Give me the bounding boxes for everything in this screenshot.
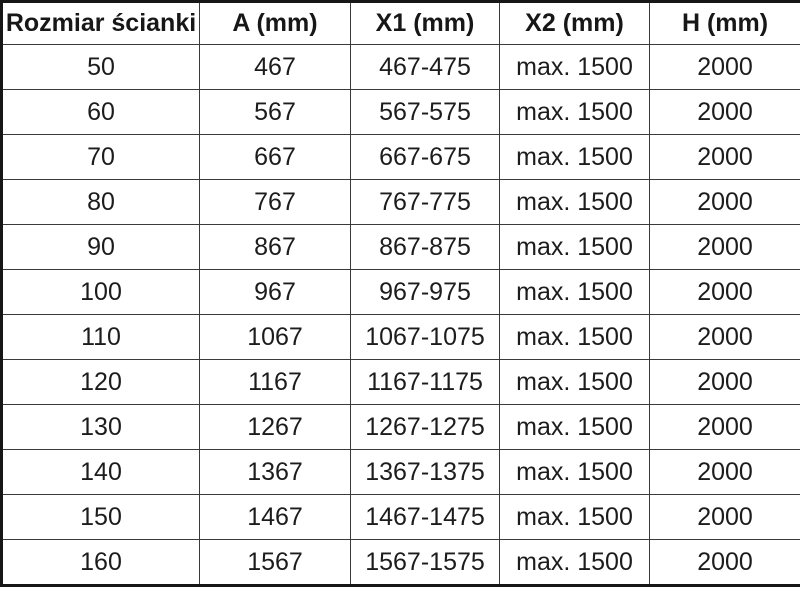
table-cell: max. 1500 bbox=[499, 269, 650, 315]
table-cell: 967-975 bbox=[350, 269, 500, 315]
table-cell: 80 bbox=[1, 179, 200, 225]
table-row: 150 1467 1467-1475 max. 1500 2000 bbox=[1, 494, 800, 540]
header-row: Rozmiar ścianki A (mm) X1 (mm) X2 (mm) H (mm… bbox=[1, 1, 800, 45]
table-body: 50 467 467-475 max. 1500 2000 60 567 567-575 max… bbox=[1, 44, 800, 586]
table-cell: 120 bbox=[1, 359, 200, 405]
table-cell: 2000 bbox=[649, 494, 800, 540]
table-cell: 100 bbox=[1, 269, 200, 315]
table-row: 130 1267 1267-1275 max. 1500 2000 bbox=[1, 404, 800, 450]
size-spec-table: Rozmiar ścianki A (mm) X1 (mm) X2 (mm) H (mm… bbox=[0, 0, 800, 587]
table-row: 80 767 767-775 max. 1500 2000 bbox=[1, 179, 800, 225]
table-cell: 1567 bbox=[199, 539, 351, 586]
table-cell: max. 1500 bbox=[499, 224, 650, 270]
table-cell: 1167-1175 bbox=[350, 359, 500, 405]
table-row: 140 1367 1367-1375 max. 1500 2000 bbox=[1, 449, 800, 495]
table-row: 90 867 867-875 max. 1500 2000 bbox=[1, 224, 800, 270]
table-cell: 467 bbox=[199, 44, 351, 90]
table-cell: max. 1500 bbox=[499, 134, 650, 180]
table-row: 60 567 567-575 max. 1500 2000 bbox=[1, 89, 800, 135]
table-cell: 2000 bbox=[649, 314, 800, 360]
table-cell: 1067 bbox=[199, 314, 351, 360]
table-cell: 1467-1475 bbox=[350, 494, 500, 540]
table-cell: max. 1500 bbox=[499, 539, 650, 586]
table-cell: 1367 bbox=[199, 449, 351, 495]
table-cell: max. 1500 bbox=[499, 314, 650, 360]
table-cell: 667-675 bbox=[350, 134, 500, 180]
table-cell: 1067-1075 bbox=[350, 314, 500, 360]
table-row: 50 467 467-475 max. 1500 2000 bbox=[1, 44, 800, 90]
table-cell: 2000 bbox=[649, 404, 800, 450]
table-cell: 50 bbox=[1, 44, 200, 90]
table-cell: 867 bbox=[199, 224, 351, 270]
header-cell-3: X2 (mm) bbox=[499, 1, 650, 45]
table-cell: 70 bbox=[1, 134, 200, 180]
table-cell: max. 1500 bbox=[499, 179, 650, 225]
table-cell: 1267 bbox=[199, 404, 351, 450]
table-header: Rozmiar ścianki A (mm) X1 (mm) X2 (mm) H (mm… bbox=[1, 1, 800, 45]
table-cell: 767 bbox=[199, 179, 351, 225]
table-cell: 60 bbox=[1, 89, 200, 135]
header-cell-2: X1 (mm) bbox=[350, 1, 500, 45]
table-cell: 140 bbox=[1, 449, 200, 495]
table-cell: 467-475 bbox=[350, 44, 500, 90]
table-cell: 567 bbox=[199, 89, 351, 135]
table-cell: 567-575 bbox=[350, 89, 500, 135]
table-cell: 1167 bbox=[199, 359, 351, 405]
table-cell: 2000 bbox=[649, 224, 800, 270]
table-cell: 2000 bbox=[649, 134, 800, 180]
table-cell: 2000 bbox=[649, 539, 800, 586]
table-cell: 1567-1575 bbox=[350, 539, 500, 586]
table-cell: 150 bbox=[1, 494, 200, 540]
table-cell: 2000 bbox=[649, 449, 800, 495]
table-cell: 90 bbox=[1, 224, 200, 270]
table-cell: 160 bbox=[1, 539, 200, 586]
table-cell: max. 1500 bbox=[499, 404, 650, 450]
header-cell-4: H (mm) bbox=[649, 1, 800, 45]
table-cell: 2000 bbox=[649, 269, 800, 315]
header-cell-1: A (mm) bbox=[199, 1, 351, 45]
table-cell: max. 1500 bbox=[499, 44, 650, 90]
table-cell: 667 bbox=[199, 134, 351, 180]
table-cell: 2000 bbox=[649, 359, 800, 405]
table-cell: 130 bbox=[1, 404, 200, 450]
table-cell: 2000 bbox=[649, 89, 800, 135]
table-cell: 767-775 bbox=[350, 179, 500, 225]
table-cell: 2000 bbox=[649, 179, 800, 225]
table-cell: max. 1500 bbox=[499, 359, 650, 405]
table-row: 70 667 667-675 max. 1500 2000 bbox=[1, 134, 800, 180]
table-cell: max. 1500 bbox=[499, 89, 650, 135]
table-cell: 1367-1375 bbox=[350, 449, 500, 495]
header-cell-0: Rozmiar ścianki bbox=[1, 1, 200, 45]
table-row: 110 1067 1067-1075 max. 1500 2000 bbox=[1, 314, 800, 360]
table-cell: 867-875 bbox=[350, 224, 500, 270]
table-row: 100 967 967-975 max. 1500 2000 bbox=[1, 269, 800, 315]
table-row: 160 1567 1567-1575 max. 1500 2000 bbox=[1, 539, 800, 586]
table-cell: max. 1500 bbox=[499, 494, 650, 540]
table-cell: max. 1500 bbox=[499, 449, 650, 495]
table-cell: 967 bbox=[199, 269, 351, 315]
table-cell: 1467 bbox=[199, 494, 351, 540]
table-cell: 110 bbox=[1, 314, 200, 360]
table-cell: 1267-1275 bbox=[350, 404, 500, 450]
table-row: 120 1167 1167-1175 max. 1500 2000 bbox=[1, 359, 800, 405]
table-cell: 2000 bbox=[649, 44, 800, 90]
